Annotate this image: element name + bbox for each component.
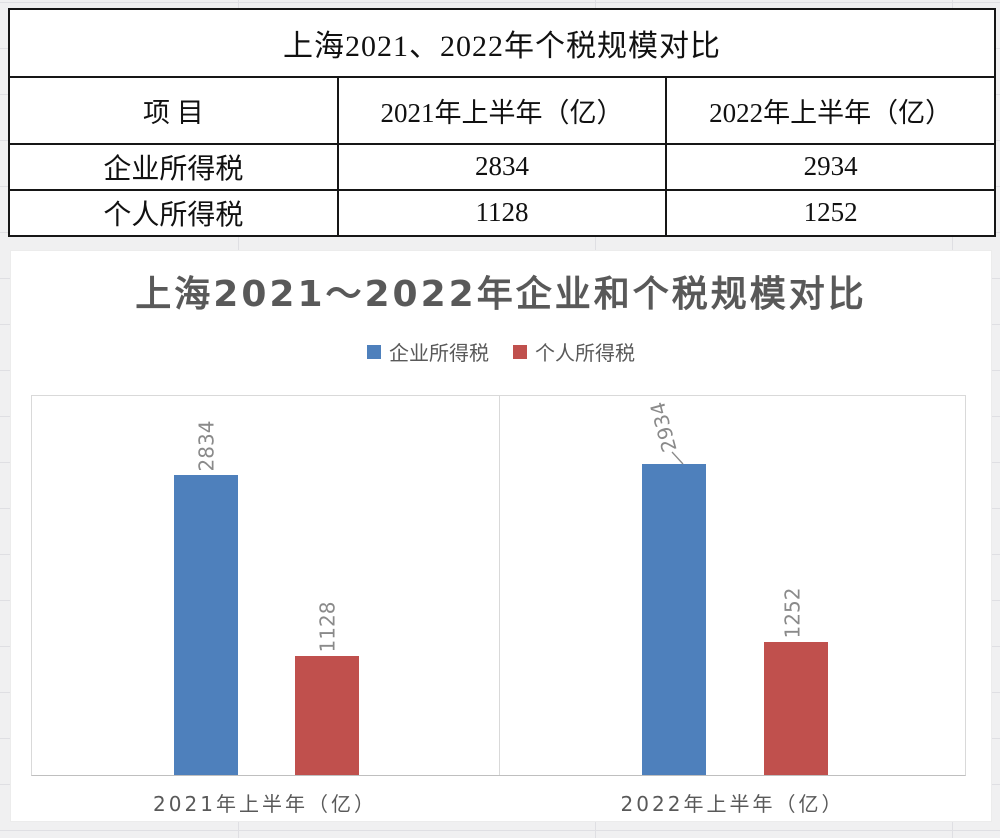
legend-item-corporate-tax: 企业所得税	[367, 337, 489, 366]
bar-corporate-2021	[174, 475, 238, 775]
x-axis-label-2022: 2022年上半年（亿）	[620, 792, 845, 816]
column-header-2021: 2021年上半年（亿）	[336, 75, 668, 145]
data-label-1128: 1128	[315, 601, 340, 653]
table-title: 上海2021、2022年个税规模对比	[8, 8, 996, 78]
chart-title: 上海2021～2022年企业和个税规模对比	[135, 274, 867, 315]
corporate-tax-2021-value: 2834	[336, 142, 668, 191]
legend-item-personal-tax: 个人所得税	[513, 337, 635, 366]
bar-chart: 上海2021～2022年企业和个税规模对比 企业所得税 个人所得税 2834 1…	[10, 250, 992, 822]
chart-legend: 企业所得税 个人所得税	[11, 337, 991, 366]
category-divider-gridline	[498, 396, 500, 775]
x-axis-label-2021: 2021年上半年（亿）	[153, 792, 377, 816]
row-label-personal-tax: 个人所得税	[8, 188, 339, 238]
data-label-1252: 1252	[780, 587, 805, 639]
legend-swatch-blue	[367, 344, 381, 359]
bar-personal-2022	[764, 642, 828, 775]
bar-personal-2021	[295, 656, 359, 775]
data-label-2934: 2934	[645, 399, 682, 455]
legend-swatch-red	[513, 344, 527, 359]
personal-tax-2022-value: 1252	[665, 188, 996, 238]
personal-tax-2021-value: 1128	[336, 188, 668, 238]
table-row: 企业所得税 2834 2934	[8, 142, 996, 191]
row-label-corporate-tax: 企业所得税	[8, 142, 339, 191]
label-leader-line	[671, 451, 684, 465]
column-header-item: 项 目	[8, 75, 339, 145]
bar-corporate-2022	[642, 464, 706, 775]
plot-area: 2834 1128 2934 1252	[31, 395, 966, 776]
corporate-tax-2022-value: 2934	[665, 142, 996, 191]
tax-comparison-table: 上海2021、2022年个税规模对比 项 目 2021年上半年（亿） 2022年…	[8, 8, 996, 238]
legend-label: 个人所得税	[535, 341, 635, 365]
column-header-2022: 2022年上半年（亿）	[665, 75, 996, 145]
table-row: 个人所得税 1128 1252	[8, 188, 996, 238]
data-label-2834: 2834	[194, 420, 219, 472]
legend-label: 企业所得税	[389, 341, 489, 365]
